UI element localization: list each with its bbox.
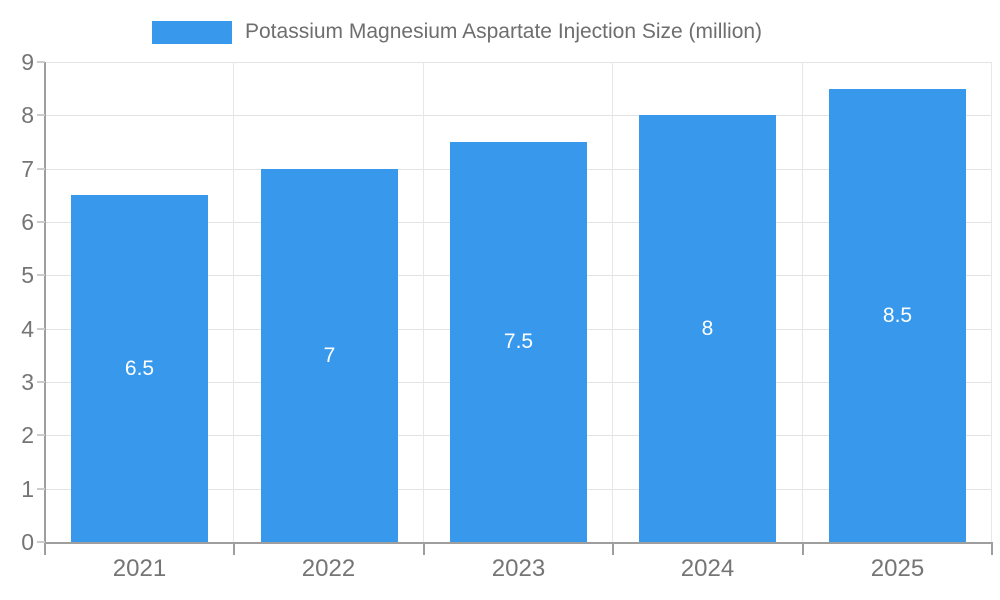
- y-tick-1: [37, 488, 45, 490]
- x-tick-2: [423, 542, 425, 555]
- legend-color-swatch: [152, 20, 232, 44]
- bar-2021[interactable]: 6.5: [71, 195, 208, 542]
- x-axis-label-2021: 2021: [112, 555, 167, 582]
- y-tick-8: [37, 114, 45, 116]
- gridline-x-1: [233, 62, 234, 542]
- y-axis-label-5: 5: [21, 262, 34, 288]
- y-axis-label-2: 2: [21, 422, 34, 448]
- gridline-x-5: [991, 62, 992, 542]
- x-axis-label-2022: 2022: [301, 555, 356, 582]
- bar-2023[interactable]: 7.5: [450, 142, 587, 542]
- x-tick-4: [802, 542, 804, 555]
- y-tick-2: [37, 434, 45, 436]
- y-tick-7: [37, 168, 45, 170]
- bar-value-label: 8.5: [882, 303, 913, 327]
- y-axis-label-7: 7: [21, 156, 34, 182]
- bar-value-label: 6.5: [124, 356, 155, 380]
- plot-area: 6.5 7 7.5 8 8.5: [45, 62, 992, 542]
- y-axis-label-3: 3: [21, 369, 34, 395]
- bar-2024[interactable]: 8: [639, 115, 776, 542]
- bar-value-label: 7: [323, 343, 336, 367]
- bar-2025[interactable]: 8.5: [829, 89, 966, 542]
- x-axis-label-2025: 2025: [870, 555, 925, 582]
- y-axis-label-8: 8: [21, 102, 34, 128]
- x-axis-line: [45, 542, 992, 544]
- chart-legend[interactable]: Potassium Magnesium Aspartate Injection …: [152, 20, 762, 44]
- x-axis-label-2024: 2024: [680, 555, 735, 582]
- y-axis-label-6: 6: [21, 209, 34, 235]
- y-axis-label-4: 4: [21, 316, 34, 342]
- bar-value-label: 8: [701, 316, 714, 340]
- bar-value-label: 7.5: [503, 330, 534, 353]
- y-axis-label-9: 9: [21, 49, 34, 75]
- gridline-y-9: [45, 62, 992, 63]
- y-tick-0: [37, 541, 45, 543]
- y-tick-4: [37, 328, 45, 330]
- y-tick-5: [37, 274, 45, 276]
- bar-2022[interactable]: 7: [261, 169, 398, 542]
- gridline-x-2: [423, 62, 424, 542]
- y-axis-label-1: 1: [21, 476, 34, 502]
- x-tick-3: [612, 542, 614, 555]
- x-axis-label-2023: 2023: [491, 555, 546, 582]
- x-tick-5: [991, 542, 993, 555]
- y-axis-label-0: 0: [21, 529, 34, 555]
- y-tick-3: [37, 381, 45, 383]
- gridline-y-8: [45, 115, 992, 116]
- y-axis-line: [44, 62, 46, 555]
- gridline-x-4: [802, 62, 803, 542]
- gridline-x-3: [612, 62, 613, 542]
- y-tick-9: [37, 61, 45, 63]
- legend-label: Potassium Magnesium Aspartate Injection …: [245, 20, 763, 43]
- y-tick-6: [37, 221, 45, 223]
- x-tick-1: [233, 542, 235, 555]
